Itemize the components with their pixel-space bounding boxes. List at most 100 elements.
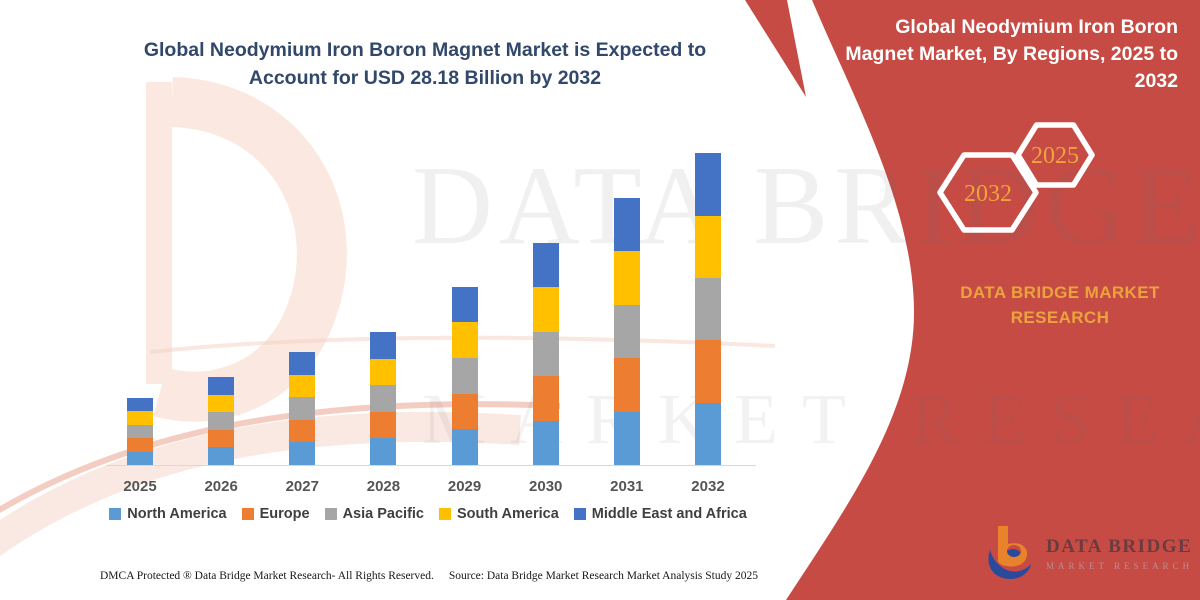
red-panel-main [786, 0, 1200, 600]
x-axis-label-2030: 2030 [529, 478, 563, 495]
legend-label: Europe [259, 506, 310, 522]
data-bridge-logo-mark [988, 526, 1031, 580]
logo-orange-b [998, 526, 1028, 567]
bar-stack-2030 [532, 243, 559, 465]
hexagon-2032 [937, 152, 1039, 233]
segment-2028-middle-east-and-africa [370, 332, 397, 359]
segment-2029-europe [451, 393, 478, 430]
legend-swatch-icon [324, 508, 337, 520]
segment-2029-middle-east-and-africa [451, 286, 478, 323]
segment-2025-middle-east-and-africa [127, 398, 153, 412]
logo-text: DATA BRIDGE MARKET RESEARCH [1046, 536, 1193, 571]
segment-2026-north-america [208, 447, 235, 465]
watermark-b-stem [146, 82, 172, 384]
source-note: Source: Data Bridge Market Research Mark… [448, 570, 758, 582]
footer-spacer [434, 570, 449, 582]
segment-2032-north-america [694, 402, 721, 465]
segment-2025-europe [127, 438, 153, 452]
legend-item-north-america: North America [109, 506, 227, 522]
segment-2032-europe [694, 340, 721, 403]
chart-legend: North America Europe Asia Pacific South Ame… [100, 506, 756, 522]
legend-label: Middle East and Africa [591, 506, 747, 522]
legend-swatch-icon [241, 508, 254, 520]
legend-item-middle-east-and-africa: Middle East and Africa [573, 506, 747, 522]
segment-2027-asia-pacific [289, 397, 316, 420]
hexagon-2025-label: 2025 [1031, 143, 1079, 169]
data-bridge-logo: DATA BRIDGE MARKET RESEARCH [982, 524, 1193, 582]
chart-title: Global Neodymium Iron Boron Magnet Marke… [110, 36, 740, 92]
year-hexagons: 2032 2025 [937, 122, 1095, 233]
x-axis-label-2029: 2029 [447, 478, 482, 495]
segment-2029-asia-pacific [451, 357, 478, 394]
x-axis-label-2028: 2028 [366, 478, 401, 495]
segment-2030-south-america [532, 287, 559, 332]
legend-swatch-icon [109, 508, 122, 520]
bar-stack-2028 [370, 332, 397, 465]
bar-stack-2032 [694, 153, 721, 465]
x-axis-label-2031: 2031 [610, 478, 644, 495]
segment-2029-north-america [451, 429, 478, 465]
legend-swatch-icon [439, 508, 451, 520]
bar-2030: 2030 [529, 243, 562, 495]
logo-name: DATA BRIDGE [1046, 535, 1193, 557]
dmca-notice: DMCA Protected ® Data Bridge Market Rese… [100, 570, 434, 582]
segment-2026-middle-east-and-africa [208, 377, 235, 395]
bar-2031: 2031 [610, 198, 644, 495]
segment-2030-asia-pacific [532, 331, 559, 377]
hexagon-2032-label: 2032 [964, 181, 1012, 207]
legend-swatch-icon [573, 508, 586, 520]
segment-2025-north-america [127, 451, 153, 465]
segment-2028-north-america [370, 438, 397, 465]
segment-2030-europe [532, 376, 559, 421]
chart-title-line1: Global Neodymium Iron Boron Magnet Marke… [143, 39, 707, 61]
right-panel-title: Global Neodymium Iron Boron Magnet Marke… [845, 16, 1178, 92]
segment-2028-asia-pacific [370, 385, 397, 412]
bar-2025: 2025 [123, 398, 157, 495]
bar-2027: 2027 [286, 352, 319, 495]
legend-item-south-america: South America [439, 506, 559, 522]
bar-2026: 2026 [204, 377, 238, 495]
segment-2032-south-america [694, 215, 721, 278]
segment-2028-south-america [370, 358, 397, 386]
segment-2027-north-america [289, 442, 316, 465]
segment-2032-asia-pacific [694, 277, 721, 341]
bar-stack-2026 [208, 377, 235, 465]
logo-subtitle: MARKET RESEARCH [1046, 560, 1194, 571]
x-axis-label-2032: 2032 [691, 478, 725, 495]
segment-2031-north-america [613, 411, 640, 465]
segment-2026-south-america [208, 394, 235, 413]
segment-2031-asia-pacific [613, 304, 640, 359]
x-axis-label-2026: 2026 [204, 478, 238, 495]
bar-2032: 2032 [691, 153, 725, 495]
bar-stack-2031 [613, 198, 640, 465]
segment-2028-europe [370, 411, 397, 439]
bar-2028: 2028 [367, 332, 400, 495]
bar-stack-2025 [127, 398, 153, 465]
footer: DMCA Protected ® Data Bridge Market Rese… [100, 570, 758, 582]
x-axis-label-2025: 2025 [123, 478, 157, 495]
x-axis-line [106, 465, 756, 466]
brand-text-line1: DATA BRIDGE MARKET [960, 283, 1160, 302]
x-axis-label-2027: 2027 [285, 478, 319, 495]
segment-2032-middle-east-and-africa [694, 153, 721, 216]
legend-label: North America [127, 506, 227, 522]
segment-2027-south-america [289, 374, 316, 398]
segment-2026-europe [208, 429, 235, 448]
brand-text: DATA BRIDGE MARKET RESEARCH [935, 280, 1185, 330]
segment-2031-middle-east-and-africa [613, 198, 640, 252]
segment-2027-europe [289, 419, 316, 443]
red-panel-sliver [745, 0, 806, 97]
legend-item-asia-pacific: Asia Pacific [324, 506, 424, 522]
stacked-bar-chart: 2025 2026 2027 2028 2029 2030 2031 2032 [123, 150, 725, 495]
segment-2027-middle-east-and-africa [289, 352, 316, 375]
bar-stack-2027 [289, 352, 316, 465]
legend-item-europe: Europe [241, 506, 310, 522]
segment-2030-north-america [532, 420, 559, 465]
segment-2030-middle-east-and-africa [532, 243, 559, 288]
chart-title-line2: Account for USD 28.18 Billion by 2032 [248, 67, 602, 89]
brand-text-line2: RESEARCH [1010, 308, 1110, 327]
hexagon-2025 [1015, 122, 1095, 188]
segment-2031-south-america [613, 251, 640, 305]
legend-label: South America [457, 506, 559, 522]
